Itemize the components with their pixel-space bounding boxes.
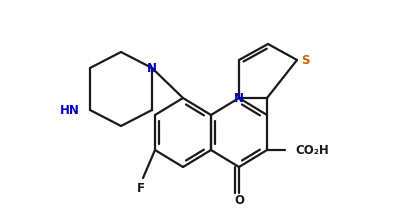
Text: F: F <box>137 181 145 195</box>
Text: N: N <box>147 61 157 74</box>
Text: HN: HN <box>60 104 80 116</box>
Text: N: N <box>234 92 244 104</box>
Text: S: S <box>301 54 309 66</box>
Text: O: O <box>234 195 244 207</box>
Text: CO₂H: CO₂H <box>295 143 329 157</box>
